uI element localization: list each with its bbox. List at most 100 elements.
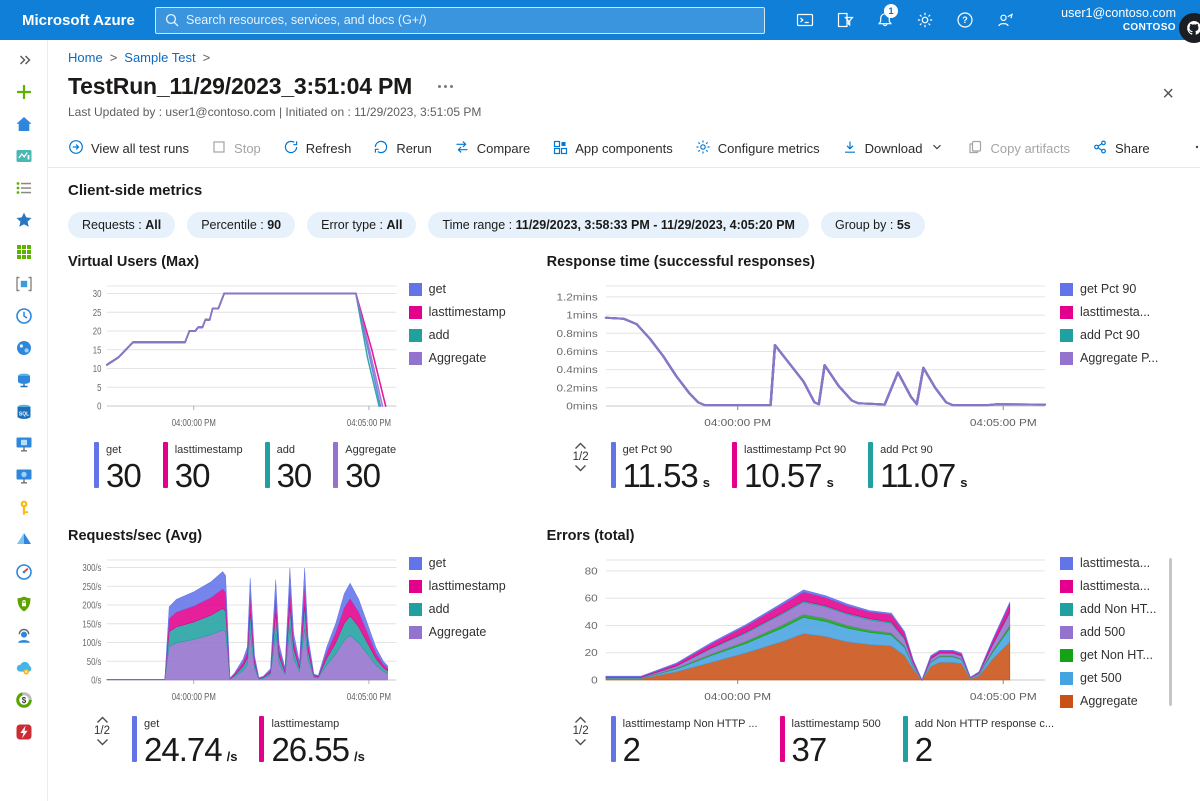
stat-color-bar [779,716,785,762]
legend-item[interactable]: lasttimestamp [408,579,521,593]
sidebar-item-app-services[interactable] [0,334,48,366]
breadcrumb-home[interactable]: Home [68,50,103,65]
x-tick-label: 04:00:00 PM [172,417,216,428]
legend-scrollbar[interactable] [1169,558,1172,706]
feedback-icon[interactable] [985,0,1025,40]
cloud-shell-icon[interactable] [785,0,825,40]
legend-item[interactable]: get [408,556,521,570]
series-line [604,316,1046,407]
filter-pill-error-type-[interactable]: Error type : All [307,212,417,238]
legend-swatch-icon [1060,351,1073,365]
sidebar-item-collapse[interactable] [0,46,48,78]
legend-item[interactable]: add [408,602,521,616]
sidebar-item-all-services[interactable] [0,174,48,206]
sidebar-item-cloud-services[interactable] [0,654,48,686]
stat-item: get Pct 90 11.53 s [610,440,710,494]
legend-item[interactable]: Aggregate [408,625,521,639]
sidebar-item-home[interactable] [0,110,48,142]
toolbar-compare-button[interactable]: Compare [454,139,530,158]
toolbar-stop-button[interactable]: Stop [211,139,261,158]
stat-item: get 24.74/s [132,714,237,768]
close-icon[interactable]: × [1162,83,1174,105]
toolbar-label: Share [1114,141,1150,156]
account-info[interactable]: user1@contoso.com CONTOSO [1061,6,1200,34]
settings-icon[interactable] [905,0,945,40]
legend-swatch-icon [408,351,422,365]
legend-item[interactable]: get Non HT... [1060,648,1172,662]
legend-item[interactable]: get [408,282,521,296]
notifications-icon[interactable]: 1 [865,0,905,40]
breadcrumb-sample-test[interactable]: Sample Test [124,50,196,65]
toolbar-more-options-button[interactable] [1194,139,1200,158]
account-email: user1@contoso.com [1061,5,1176,20]
avatar[interactable] [1179,13,1200,43]
toolbar-download-button[interactable]: Download [842,139,946,158]
y-tick-label: 100/s [82,637,101,648]
chevron-up-icon[interactable] [574,716,587,724]
sidebar-item-favorites[interactable] [0,206,48,238]
sidebar-item-virtual-machines-classic[interactable] [0,462,48,494]
chevron-down-icon[interactable] [574,464,587,472]
toolbar-rerun-button[interactable]: Rerun [373,139,432,158]
filter-label: Time range : [442,218,516,232]
legend-item[interactable]: Aggregate [1060,694,1172,708]
legend-item[interactable]: lasttimesta... [1060,579,1172,593]
sidebar-item-sql-databases[interactable]: SQL [0,398,48,430]
directory-filter-icon[interactable] [825,0,865,40]
sidebar-item-help-support[interactable] [0,622,48,654]
legend-item[interactable]: add Pct 90 [1060,328,1172,342]
chevron-up-icon[interactable] [574,442,587,450]
legend-item[interactable]: lasttimesta... [1060,556,1172,570]
sidebar-item-dashboard[interactable] [0,142,48,174]
sidebar-item-advisor[interactable] [0,558,48,590]
azure-brand[interactable]: Microsoft Azure [22,11,135,29]
sidebar-item-virtual-machines[interactable] [0,430,48,462]
toolbar-app-components-button[interactable]: App components [552,139,673,158]
title-more-options-icon[interactable] [438,85,454,88]
chevron-up-icon[interactable] [96,716,109,724]
sidebar-item-security-center[interactable] [0,590,48,622]
sidebar-item-create-resource[interactable] [0,78,48,110]
help-icon[interactable]: ? [945,0,985,40]
chevron-down-icon[interactable] [574,738,587,746]
filter-pill-time-range-[interactable]: Time range : 11/29/2023, 3:58:33 PM - 11… [428,212,809,238]
toolbar-configure-metrics-button[interactable]: Configure metrics [695,139,820,158]
sidebar-item-all-resources[interactable] [0,238,48,270]
legend-item[interactable]: add [408,328,521,342]
series-line [604,316,1046,407]
filter-pill-group-by-[interactable]: Group by : 5s [820,212,925,238]
sidebar-item-azure-ad[interactable] [0,526,48,558]
recent-icon [14,306,34,331]
toolbar-view-all-test-runs-button[interactable]: View all test runs [68,139,189,158]
legend-item[interactable]: Aggregate [408,351,521,365]
sidebar-item-cost-management[interactable]: $ [0,686,48,718]
legend-label: Aggregate [428,625,487,639]
toolbar-refresh-button[interactable]: Refresh [283,139,351,158]
sidebar-item-resource-groups[interactable] [0,270,48,302]
toolbar-share-button[interactable]: Share [1092,139,1150,158]
legend-item[interactable]: add Non HT... [1060,602,1172,616]
legend-item[interactable]: lasttimesta... [1060,305,1172,319]
legend-item[interactable]: lasttimestamp [408,305,521,319]
filter-label: Group by : [834,218,897,232]
sidebar-item-key-vault[interactable] [0,494,48,526]
chevron-down-icon[interactable] [96,738,109,746]
filter-pill-requests-[interactable]: Requests : All [68,212,176,238]
legend-item[interactable]: get Pct 90 [1060,282,1172,296]
sidebar-item-resource-health[interactable] [0,718,48,750]
chart-plot: 0 5 10 15 20 25 30 04:00:00 PM 04:05:00 PM [93,285,397,428]
legend-item[interactable]: get 500 [1060,671,1172,685]
legend-item[interactable]: add 500 [1060,625,1172,639]
toolbar-copy-artifacts-button[interactable]: Copy artifacts [967,139,1070,158]
legend-swatch-icon [1060,282,1073,296]
search-input[interactable] [155,6,765,34]
legend-item[interactable]: Aggregate P... [1060,351,1172,365]
collapse-icon [14,50,34,75]
y-tick-label: 5 [97,382,101,393]
filter-pill-percentile-[interactable]: Percentile : 90 [187,212,296,238]
breadcrumb-sep: > [109,50,118,65]
stat-color-bar [94,442,99,488]
toolbar-label: Download [864,141,923,156]
sidebar-item-recent[interactable] [0,302,48,334]
sidebar-item-storage-accounts[interactable] [0,366,48,398]
